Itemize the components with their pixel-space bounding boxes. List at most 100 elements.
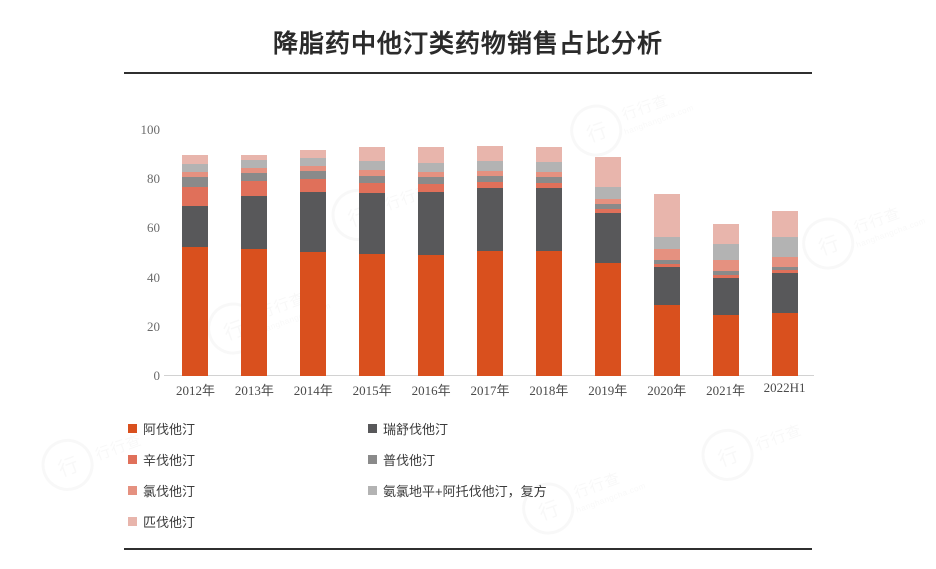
bar-segment[interactable] [712, 244, 739, 261]
bar-segment[interactable] [241, 160, 268, 168]
bar-segment[interactable] [712, 260, 739, 272]
stacked-bar[interactable] [182, 154, 209, 376]
legend-item[interactable]: 瑞舒伐他汀 [368, 419, 608, 438]
bar-segment[interactable] [771, 313, 798, 376]
bar-segment[interactable] [535, 172, 562, 178]
bar-segment[interactable] [241, 196, 268, 249]
bar-segment[interactable] [241, 172, 268, 182]
bar-segment[interactable] [418, 162, 445, 172]
bar-segment[interactable] [653, 237, 680, 250]
bar-segment[interactable] [300, 149, 327, 159]
bar-segment[interactable] [594, 198, 621, 205]
bar-column[interactable] [696, 130, 755, 376]
bar-segment[interactable] [594, 212, 621, 264]
bar-segment[interactable] [359, 160, 386, 171]
bar-segment[interactable] [300, 191, 327, 252]
bar-segment[interactable] [594, 157, 621, 187]
bar-segment[interactable] [359, 170, 386, 176]
bar-segment[interactable] [476, 170, 503, 176]
bar-segment[interactable] [476, 146, 503, 161]
bar-segment[interactable] [241, 181, 268, 197]
bar-column[interactable] [461, 130, 520, 376]
bar-segment[interactable] [418, 255, 445, 376]
bar-segment[interactable] [771, 211, 798, 238]
bar-segment[interactable] [300, 171, 327, 180]
bar-segment[interactable] [476, 181, 503, 188]
bar-segment[interactable] [535, 177, 562, 183]
bar-segment[interactable] [653, 305, 680, 376]
bar-segment[interactable] [535, 187, 562, 251]
bar-segment[interactable] [771, 237, 798, 257]
bar-segment[interactable] [712, 275, 739, 278]
bar-segment[interactable] [359, 254, 386, 376]
bar-segment[interactable] [300, 166, 327, 172]
bar-segment[interactable] [359, 182, 386, 193]
bar-segment[interactable] [476, 175, 503, 182]
bar-segment[interactable] [182, 187, 209, 207]
bar-segment[interactable] [418, 184, 445, 192]
bar-segment[interactable] [476, 187, 503, 251]
bar-segment[interactable] [653, 259, 680, 264]
bar-segment[interactable] [476, 250, 503, 376]
stacked-bar[interactable] [418, 147, 445, 376]
bar-segment[interactable] [712, 223, 739, 245]
bar-segment[interactable] [594, 186, 621, 199]
bar-segment[interactable] [712, 314, 739, 376]
bar-column[interactable] [755, 130, 814, 376]
bar-segment[interactable] [359, 192, 386, 255]
bar-segment[interactable] [653, 194, 680, 238]
bar-segment[interactable] [182, 177, 209, 188]
legend-item[interactable]: 辛伐他汀 [128, 450, 368, 469]
bar-segment[interactable] [771, 256, 798, 267]
stacked-bar[interactable] [476, 146, 503, 376]
bar-segment[interactable] [418, 171, 445, 178]
bar-segment[interactable] [182, 154, 209, 164]
bar-column[interactable] [284, 130, 343, 376]
bar-segment[interactable] [300, 179, 327, 192]
bar-segment[interactable] [359, 147, 386, 161]
bar-segment[interactable] [594, 209, 621, 213]
legend-item[interactable]: 氯伐他汀 [128, 481, 368, 500]
stacked-bar[interactable] [712, 223, 739, 376]
bar-segment[interactable] [771, 270, 798, 273]
bar-column[interactable] [578, 130, 637, 376]
bar-segment[interactable] [476, 160, 503, 171]
bar-segment[interactable] [300, 158, 327, 167]
bar-segment[interactable] [418, 147, 445, 163]
legend-item[interactable]: 普伐他汀 [368, 450, 608, 469]
legend-item[interactable]: 匹伐他汀 [128, 512, 368, 531]
bar-segment[interactable] [182, 172, 209, 178]
bar-segment[interactable] [712, 271, 739, 276]
bar-segment[interactable] [418, 177, 445, 185]
legend-item[interactable]: 阿伐他汀 [128, 419, 368, 438]
bar-segment[interactable] [182, 163, 209, 173]
bar-column[interactable] [343, 130, 402, 376]
stacked-bar[interactable] [241, 154, 268, 376]
bar-column[interactable] [637, 130, 696, 376]
stacked-bar[interactable] [771, 211, 798, 376]
bar-segment[interactable] [241, 248, 268, 376]
stacked-bar[interactable] [535, 147, 562, 376]
bar-segment[interactable] [653, 263, 680, 268]
bar-column[interactable] [166, 130, 225, 376]
bar-segment[interactable] [182, 246, 209, 376]
bar-segment[interactable] [653, 267, 680, 306]
stacked-bar[interactable] [653, 194, 680, 376]
bar-segment[interactable] [594, 263, 621, 376]
bar-segment[interactable] [594, 204, 621, 210]
bar-segment[interactable] [418, 191, 445, 256]
bar-segment[interactable] [535, 162, 562, 173]
bar-segment[interactable] [535, 250, 562, 376]
bar-segment[interactable] [771, 266, 798, 271]
bar-segment[interactable] [241, 154, 268, 161]
bar-segment[interactable] [359, 175, 386, 183]
stacked-bar[interactable] [300, 149, 327, 376]
bar-segment[interactable] [712, 277, 739, 315]
bar-column[interactable] [225, 130, 284, 376]
legend-item[interactable]: 氨氯地平+阿托伐他汀，复方 [368, 481, 608, 500]
bar-segment[interactable] [535, 147, 562, 163]
bar-segment[interactable] [241, 167, 268, 173]
bar-segment[interactable] [535, 182, 562, 188]
bar-column[interactable] [519, 130, 578, 376]
bar-segment[interactable] [300, 251, 327, 376]
